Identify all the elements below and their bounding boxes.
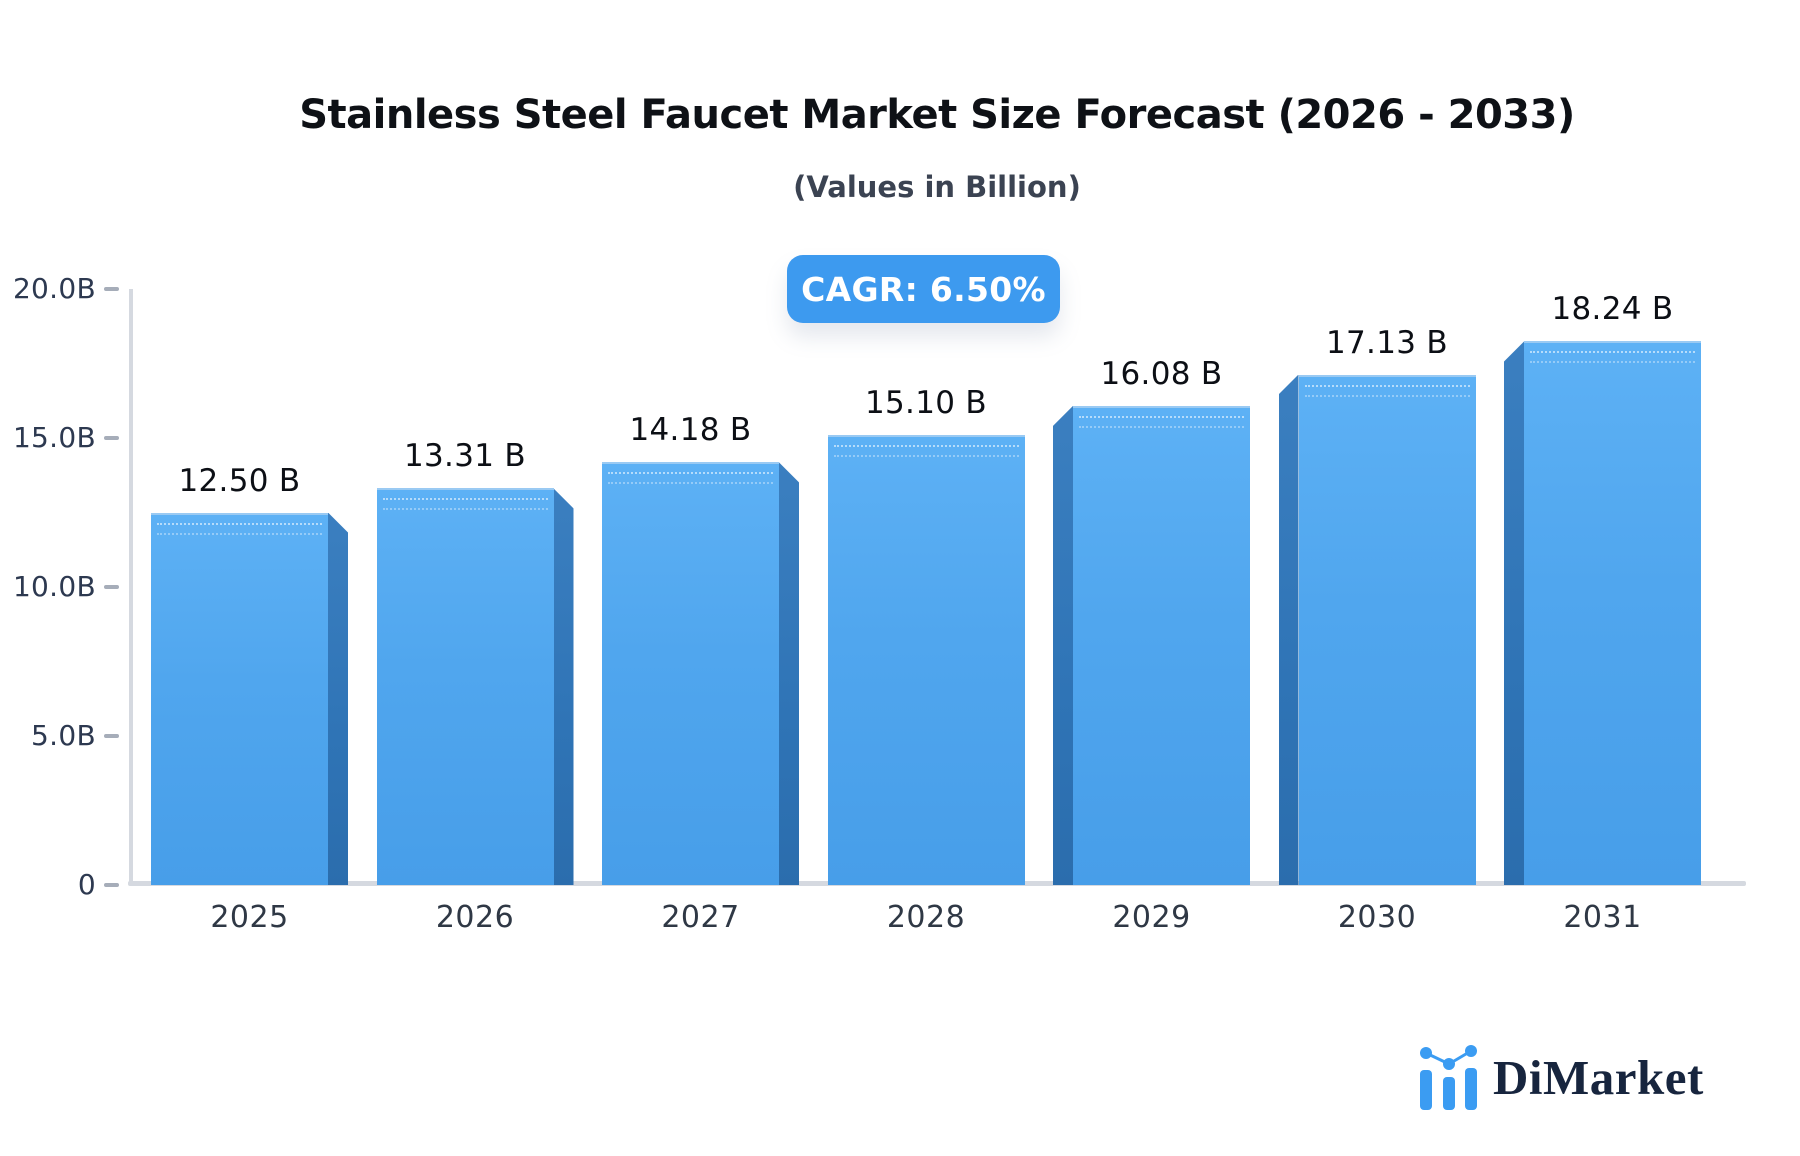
y-tick-dash [104, 734, 119, 738]
bar-side-bevel [779, 462, 799, 885]
y-tick-label: 15.0B [12, 421, 96, 454]
x-tick-label: 2031 [1563, 900, 1642, 935]
y-tick-dash [104, 585, 119, 589]
bar-top-dotted-line [1530, 351, 1695, 354]
x-tick-label: 2027 [661, 900, 740, 935]
cagr-badge-label: CAGR: 6.50% [801, 269, 1046, 309]
bar-face [827, 435, 1025, 885]
bar-value-label: 14.18 B [629, 412, 752, 449]
bar-top-dotted-line [382, 508, 548, 511]
bar-value-label: 15.10 B [865, 385, 987, 422]
chart-subtitle: (Values in Billion) [793, 170, 1081, 204]
x-tick-label: 2025 [210, 900, 289, 935]
bar-2030 [1278, 374, 1476, 885]
y-axis-line [129, 289, 133, 885]
bar-side-bevel [1504, 341, 1524, 885]
bar-top-dotted-line [608, 482, 773, 485]
bar-side-bevel [1053, 405, 1073, 885]
bar-2026 [376, 488, 574, 885]
bar-top-dotted-line [608, 472, 773, 475]
brand-name: DiMarket [1493, 1049, 1704, 1105]
x-tick-label: 2029 [1112, 900, 1191, 935]
y-tick-label: 20.0B [12, 272, 96, 305]
y-tick-label: 10.0B [12, 570, 96, 603]
bar-face [151, 512, 328, 885]
bar-value-label: 18.24 B [1551, 291, 1674, 328]
bar-top-dotted-line [1530, 361, 1695, 364]
bar-side-bevel [328, 512, 348, 885]
bar-2028 [827, 435, 1025, 885]
x-tick-label: 2026 [435, 900, 515, 935]
bar-2025 [151, 512, 348, 885]
bar-face [602, 462, 779, 885]
bar-2031 [1504, 341, 1701, 885]
bar-value-label: 13.31 B [404, 438, 526, 475]
bar-top-dotted-line [833, 445, 1019, 448]
bar-2029 [1053, 405, 1250, 885]
bar-side-bevel [1278, 374, 1299, 885]
y-tick-dash [104, 436, 119, 440]
bar-side-bevel [553, 488, 574, 885]
bar-top-dotted-line [157, 532, 322, 535]
y-tick-dash [104, 883, 119, 887]
bar-value-label: 12.50 B [178, 462, 301, 499]
bar-top-dotted-line [1304, 384, 1470, 387]
y-tick-label: 5.0B [31, 719, 96, 752]
mini-bar-chart-icon [1420, 1045, 1477, 1110]
bar-value-label: 16.08 B [1100, 355, 1223, 392]
bar-face [1073, 405, 1250, 885]
cagr-badge: CAGR: 6.50% [787, 255, 1060, 323]
bar-top-dotted-line [382, 498, 548, 501]
bar-2027 [602, 462, 799, 885]
bar-value-label: 17.13 B [1326, 324, 1448, 361]
bar-top-dotted-line [833, 455, 1019, 458]
brand-logo: DiMarket [1418, 1042, 1704, 1112]
bar-face [1298, 374, 1476, 885]
bar-top-dotted-line [157, 522, 322, 525]
bar-top-dotted-line [1079, 425, 1244, 428]
bar-top-dotted-line [1304, 394, 1470, 397]
y-tick-label: 0 [77, 868, 96, 901]
y-tick-dash [104, 287, 119, 291]
x-tick-label: 2028 [886, 900, 966, 935]
bar-face [1524, 341, 1701, 885]
bar-face [376, 488, 554, 885]
x-tick-label: 2030 [1337, 900, 1417, 935]
page-title: Stainless Steel Faucet Market Size Forec… [299, 92, 1575, 138]
bar-top-dotted-line [1079, 415, 1244, 418]
